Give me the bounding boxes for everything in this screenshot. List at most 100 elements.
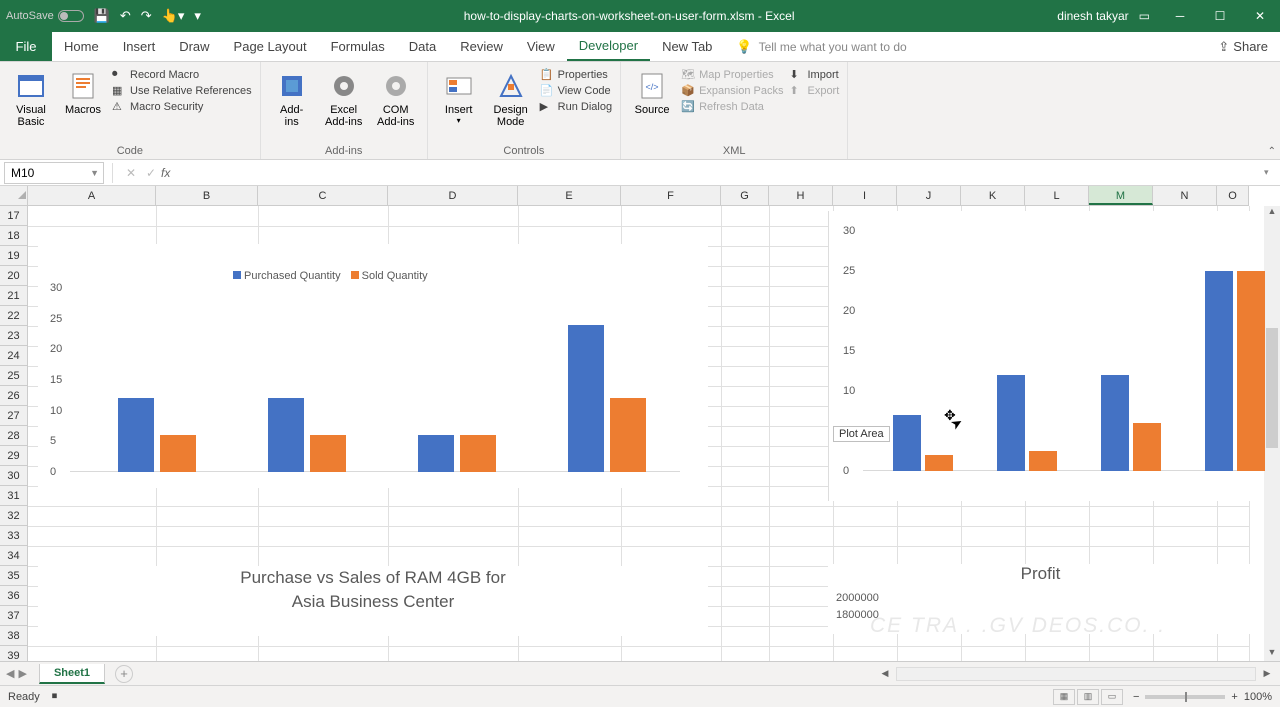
redo-icon[interactable]: ↷ [141,8,152,24]
cancel-formula-icon[interactable]: ✕ [121,166,141,180]
hscroll-right-icon[interactable]: ▶ [1260,668,1274,679]
col-header-K[interactable]: K [961,186,1025,205]
row-header-18[interactable]: 18 [0,226,27,246]
chart1-bar-purchased-2[interactable] [418,435,454,472]
row-header-23[interactable]: 23 [0,326,27,346]
row-header-29[interactable]: 29 [0,446,27,466]
record-macro-button[interactable]: ⏺Record Macro [112,68,252,82]
chart2-bar-sold-0[interactable] [925,455,953,471]
row-header-38[interactable]: 38 [0,626,27,646]
use-relative-refs-button[interactable]: ▦Use Relative References [112,84,252,98]
hscroll-left-icon[interactable]: ◀ [878,668,892,679]
normal-view-icon[interactable]: ▦ [1053,689,1075,705]
horizontal-scrollbar[interactable]: ◀ ▶ [878,667,1274,681]
expand-formula-bar-icon[interactable]: ▾ [1264,167,1280,178]
namebox-dropdown-icon[interactable]: ▼ [90,168,99,178]
visual-basic-button[interactable]: Visual Basic [8,66,54,128]
row-header-30[interactable]: 30 [0,466,27,486]
view-code-button[interactable]: 📄View Code [540,84,612,98]
insert-control-button[interactable]: Insert▾ [436,66,482,125]
chart3-title-area[interactable]: Purchase vs Sales of RAM 4GB for Asia Bu… [38,566,708,636]
chart2-bar-sold-2[interactable] [1133,423,1161,471]
expansion-packs-button[interactable]: 📦Expansion Packs [681,84,783,98]
row-header-27[interactable]: 27 [0,406,27,426]
sheet-tab-sheet1[interactable]: Sheet1 [39,664,105,684]
chart1-bar-purchased-0[interactable] [118,398,154,472]
row-header-28[interactable]: 28 [0,426,27,446]
chart2-bar-sold-1[interactable] [1029,451,1057,471]
tell-me-search[interactable]: 💡 Tell me what you want to do [736,39,906,55]
col-header-I[interactable]: I [833,186,897,205]
vertical-scrollbar[interactable]: ▲ ▼ [1264,206,1280,661]
com-addins-button[interactable]: COM Add-ins [373,66,419,128]
macro-recording-icon[interactable]: ⏹ [52,690,58,703]
row-header-32[interactable]: 32 [0,506,27,526]
chart1-bar-sold-2[interactable] [460,435,496,472]
col-header-H[interactable]: H [769,186,833,205]
page-break-view-icon[interactable]: ▭ [1101,689,1123,705]
autosave-switch[interactable] [58,10,84,22]
tab-insert[interactable]: Insert [111,32,168,61]
sheet-nav-next-icon[interactable]: ▶ [18,667,26,680]
tab-view[interactable]: View [515,32,567,61]
chart1-plot-area[interactable] [70,288,680,472]
autosave-toggle[interactable]: AutoSave [6,10,84,22]
row-header-26[interactable]: 26 [0,386,27,406]
new-sheet-button[interactable]: + [115,665,133,683]
macro-security-button[interactable]: ⚠Macro Security [112,100,252,114]
chart1-bar-sold-3[interactable] [610,398,646,472]
zoom-out-icon[interactable]: − [1133,691,1139,703]
col-header-E[interactable]: E [518,186,621,205]
col-header-L[interactable]: L [1025,186,1089,205]
tab-file[interactable]: File [0,32,52,61]
touch-mode-icon[interactable]: 👆▾ [162,8,185,24]
zoom-slider[interactable] [1145,695,1225,699]
close-button[interactable]: ✕ [1240,0,1280,32]
row-header-34[interactable]: 34 [0,546,27,566]
row-header-17[interactable]: 17 [0,206,27,226]
row-header-33[interactable]: 33 [0,526,27,546]
refresh-data-button[interactable]: 🔄Refresh Data [681,100,783,114]
scroll-down-icon[interactable]: ▼ [1268,647,1277,661]
addins-button[interactable]: Add- ins [269,66,315,128]
col-header-D[interactable]: D [388,186,518,205]
enter-formula-icon[interactable]: ✓ [141,166,161,180]
row-header-22[interactable]: 22 [0,306,27,326]
col-header-G[interactable]: G [721,186,769,205]
zoom-level[interactable]: 100% [1244,691,1272,703]
tab-draw[interactable]: Draw [167,32,221,61]
zoom-in-icon[interactable]: + [1231,691,1237,703]
chart2-bar-purchased-3[interactable] [1205,271,1233,471]
row-header-36[interactable]: 36 [0,586,27,606]
select-all-corner[interactable] [0,186,28,206]
row-header-24[interactable]: 24 [0,346,27,366]
page-layout-view-icon[interactable]: ▥ [1077,689,1099,705]
undo-icon[interactable]: ↶ [120,8,131,24]
map-properties-button[interactable]: 🗺Map Properties [681,68,783,82]
share-button[interactable]: ⇪ Share [1218,39,1268,55]
row-header-19[interactable]: 19 [0,246,27,266]
chart4-profit[interactable]: Profit 2000000 1800000 [828,564,1253,634]
design-mode-button[interactable]: Design Mode [488,66,534,128]
col-header-J[interactable]: J [897,186,961,205]
tab-data[interactable]: Data [397,32,448,61]
row-headers[interactable]: 1718192021222324252627282930313233343536… [0,206,28,661]
col-header-C[interactable]: C [258,186,388,205]
name-box[interactable]: M10 ▼ [4,162,104,184]
row-header-25[interactable]: 25 [0,366,27,386]
import-button[interactable]: ⬇Import [789,68,839,82]
macros-button[interactable]: Macros [60,66,106,116]
row-header-37[interactable]: 37 [0,606,27,626]
chart1-bar-sold-0[interactable] [160,435,196,472]
chart1-bar-sold-1[interactable] [310,435,346,472]
collapse-ribbon-icon[interactable]: ⌃ [1268,146,1276,157]
col-header-B[interactable]: B [156,186,258,205]
col-header-F[interactable]: F [621,186,721,205]
tab-page-layout[interactable]: Page Layout [222,32,319,61]
chart-purchase-sales-right[interactable]: 051015202530 Plot Area ✥ ➤ [828,211,1253,501]
save-icon[interactable]: 💾 [94,8,110,24]
chart-purchase-sales-left[interactable]: Purchased Quantity Sold Quantity 0510152… [38,244,708,488]
chart2-bar-purchased-2[interactable] [1101,375,1129,471]
chart2-bar-sold-3[interactable] [1237,271,1265,471]
chart2-bar-purchased-1[interactable] [997,375,1025,471]
